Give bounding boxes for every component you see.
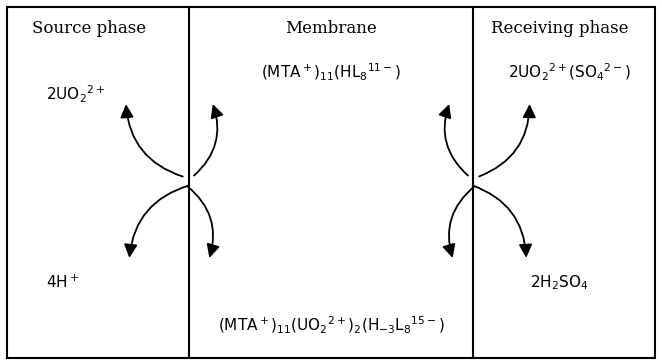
Text: $(\mathrm{MTA}^+)_{11}(\mathrm{HL_8}^{11-})$: $(\mathrm{MTA}^+)_{11}(\mathrm{HL_8}^{11…	[261, 62, 401, 83]
Text: $2\mathrm{H_2SO_4}$: $2\mathrm{H_2SO_4}$	[530, 273, 588, 292]
Text: $4\mathrm{H}^+$: $4\mathrm{H}^+$	[46, 274, 79, 291]
Text: Source phase: Source phase	[32, 20, 146, 37]
Text: $(\mathrm{MTA}^+)_{11}(\mathrm{UO_2}^{2+})_2(\mathrm{H_{-3}L_8}^{15-})$: $(\mathrm{MTA}^+)_{11}(\mathrm{UO_2}^{2+…	[218, 315, 444, 336]
Text: Receiving phase: Receiving phase	[491, 20, 628, 37]
Text: $2\mathrm{UO_2}^{2+}(\mathrm{SO_4}^{2-})$: $2\mathrm{UO_2}^{2+}(\mathrm{SO_4}^{2-})…	[508, 62, 631, 83]
FancyBboxPatch shape	[7, 7, 655, 358]
Text: $2\mathrm{UO_2}^{2+}$: $2\mathrm{UO_2}^{2+}$	[46, 83, 105, 105]
Text: Membrane: Membrane	[285, 20, 377, 37]
